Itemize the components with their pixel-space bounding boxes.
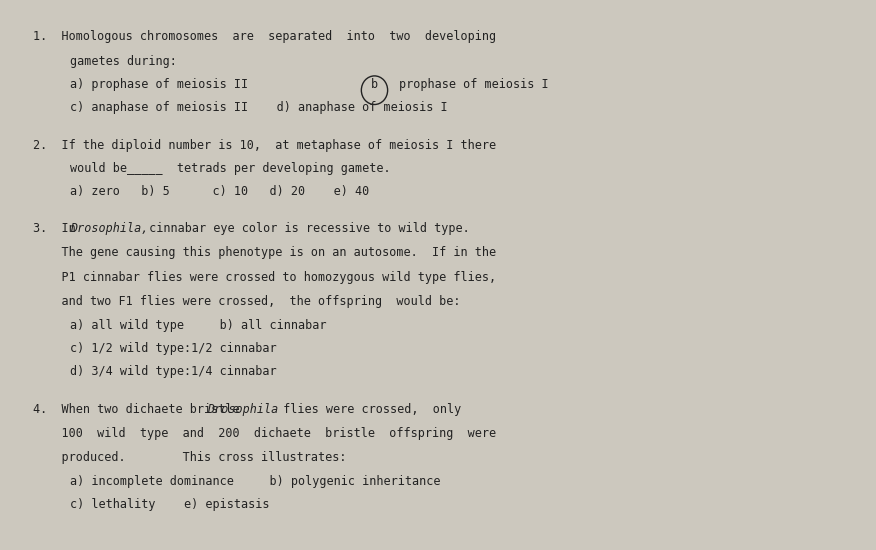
Text: produced.        This cross illustrates:: produced. This cross illustrates: <box>33 451 347 464</box>
Text: Drosophila,: Drosophila, <box>70 222 148 235</box>
Text: d) 3/4 wild type:1/4 cinnabar: d) 3/4 wild type:1/4 cinnabar <box>70 365 277 378</box>
Text: gametes during:: gametes during: <box>70 55 177 68</box>
Text: Drosophila: Drosophila <box>207 403 278 416</box>
Text: would be_____  tetrads per developing gamete.: would be_____ tetrads per developing gam… <box>70 162 391 175</box>
Text: flies were crossed,  only: flies were crossed, only <box>276 403 461 416</box>
Text: c) 1/2 wild type:1/2 cinnabar: c) 1/2 wild type:1/2 cinnabar <box>70 342 277 355</box>
Text: a) prophase of meiosis II: a) prophase of meiosis II <box>70 78 248 91</box>
Text: c) anaphase of meiosis II    d) anaphase of meiosis I: c) anaphase of meiosis II d) anaphase of… <box>70 101 448 114</box>
Text: cinnabar eye color is recessive to wild type.: cinnabar eye color is recessive to wild … <box>142 222 470 235</box>
Text: c) lethality    e) epistasis: c) lethality e) epistasis <box>70 498 270 512</box>
Text: 100  wild  type  and  200  dichaete  bristle  offspring  were: 100 wild type and 200 dichaete bristle o… <box>33 427 497 440</box>
Text: 3.  In: 3. In <box>33 222 76 235</box>
Text: P1 cinnabar flies were crossed to homozygous wild type flies,: P1 cinnabar flies were crossed to homozy… <box>33 271 497 284</box>
Text: 2.  If the diploid number is 10,  at metaphase of meiosis I there: 2. If the diploid number is 10, at metap… <box>33 139 497 152</box>
Text: a) incomplete dominance     b) polygenic inheritance: a) incomplete dominance b) polygenic inh… <box>70 475 441 488</box>
Text: 1.  Homologous chromosomes  are  separated  into  two  developing: 1. Homologous chromosomes are separated … <box>33 30 497 43</box>
Text: The gene causing this phenotype is on an autosome.  If in the: The gene causing this phenotype is on an… <box>33 246 497 260</box>
Text: b: b <box>371 78 378 91</box>
Text: a) all wild type     b) all cinnabar: a) all wild type b) all cinnabar <box>70 319 327 332</box>
Text: prophase of meiosis I: prophase of meiosis I <box>399 78 549 91</box>
Text: and two F1 flies were crossed,  the offspring  would be:: and two F1 flies were crossed, the offsp… <box>33 295 461 308</box>
Text: 4.  When two dichaete bristle: 4. When two dichaete bristle <box>33 403 240 416</box>
Text: a) zero   b) 5      c) 10   d) 20    e) 40: a) zero b) 5 c) 10 d) 20 e) 40 <box>70 185 370 198</box>
